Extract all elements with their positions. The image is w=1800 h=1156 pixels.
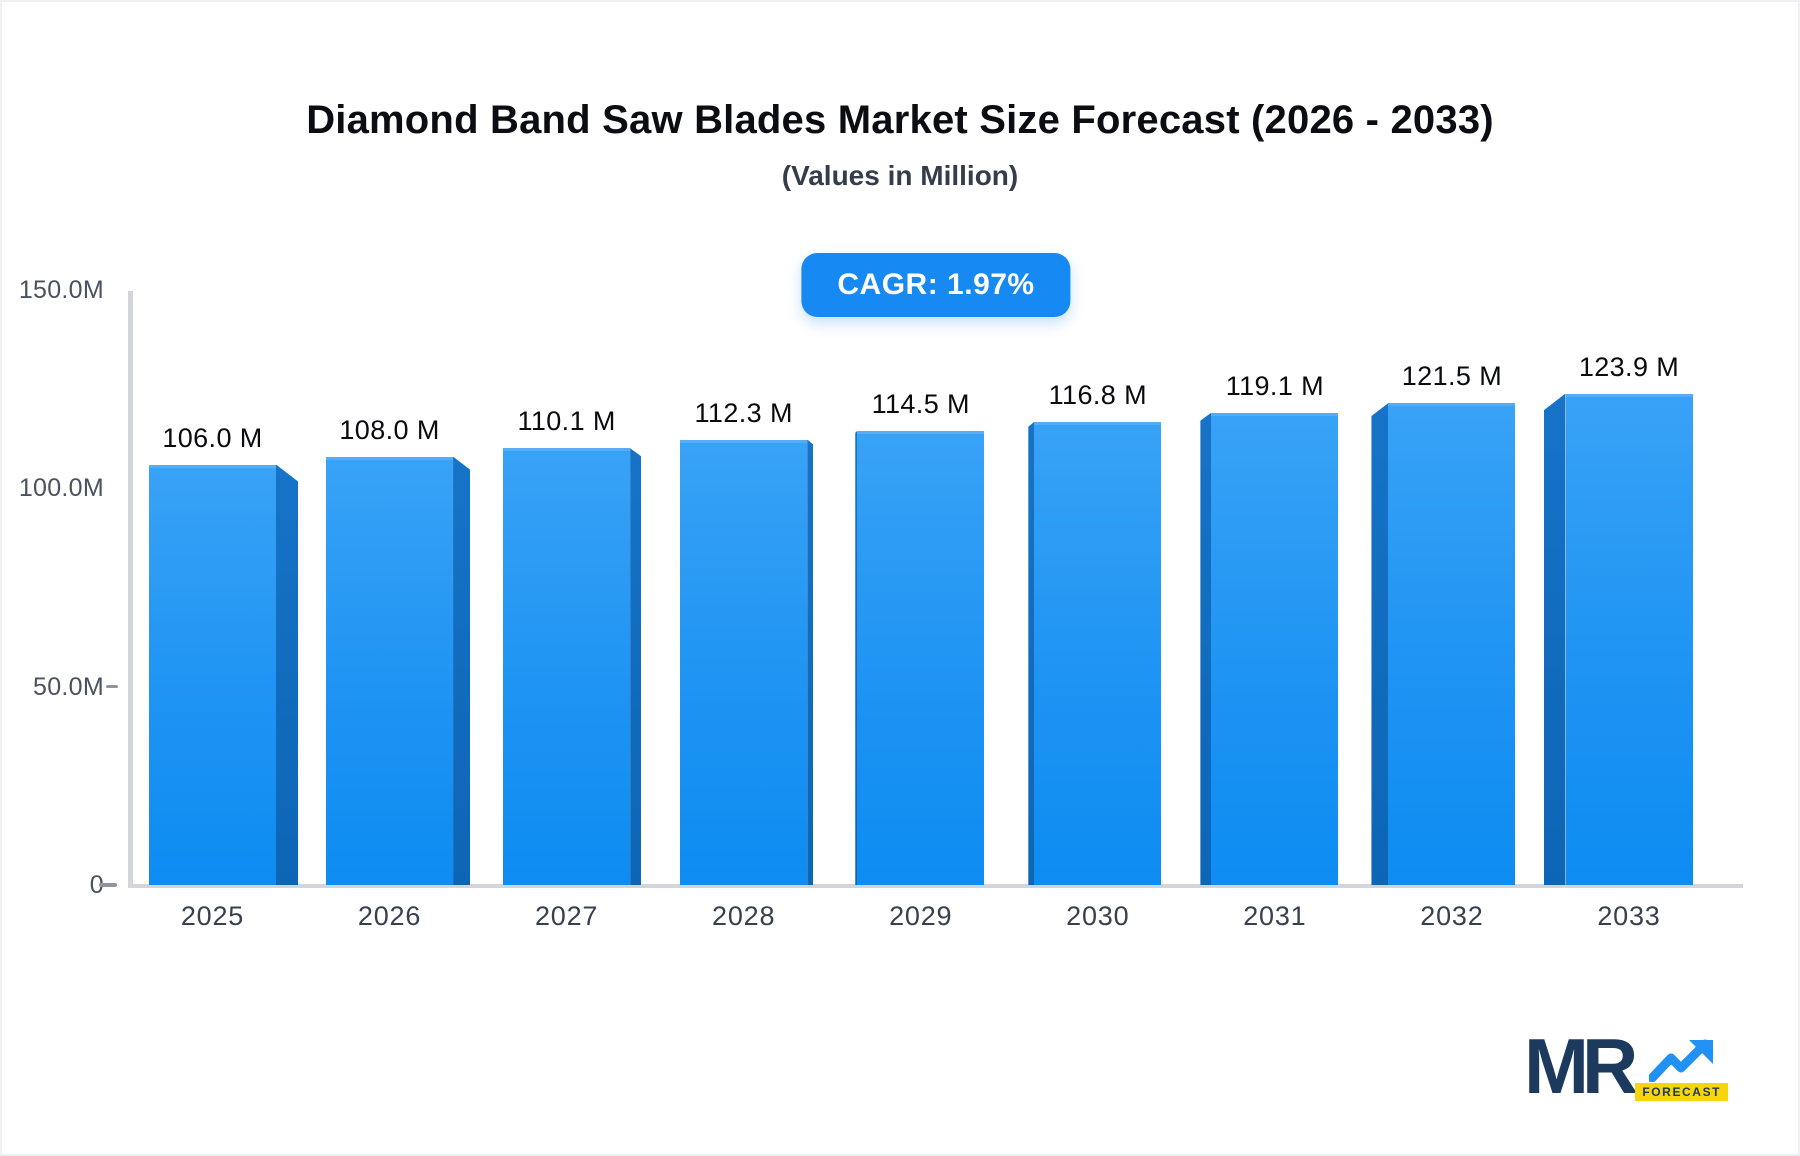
x-axis-label: 2030 <box>1066 901 1130 931</box>
bar-value-label: 116.8 M <box>1048 379 1147 410</box>
x-axis-label: 2025 <box>180 901 245 931</box>
y-axis-tick <box>99 883 117 887</box>
logo-mr-text: MR <box>1524 1022 1638 1110</box>
brand-logo: MR FORECAST <box>1524 1022 1729 1110</box>
y-axis-label: 100.0M <box>18 474 104 503</box>
bar-value-label: 123.9 M <box>1578 351 1680 382</box>
bar-side-3d <box>630 448 642 885</box>
bar-value-label: 114.5 M <box>871 388 970 419</box>
x-axis-label: 2029 <box>889 901 953 931</box>
chart-title: Diamond Band Saw Blades Market Size Fore… <box>306 98 1494 142</box>
bar-side-3d <box>855 430 858 885</box>
y-axis-label: 150.0M <box>18 276 104 304</box>
bar-side-3d <box>807 439 814 885</box>
y-axis-tick <box>106 684 118 688</box>
bar-2028 <box>680 439 808 885</box>
x-axis-label: 2027 <box>534 901 599 931</box>
y-axis-label: 50.0M <box>33 672 104 701</box>
bar-value-label: 121.5 M <box>1401 361 1503 392</box>
bar-2025 <box>149 464 276 885</box>
bar-value-label: 108.0 M <box>339 414 440 445</box>
bar-side-3d <box>1543 393 1566 885</box>
bar-side-3d <box>453 456 471 885</box>
chart-subtitle: (Values in Million) <box>781 160 1019 191</box>
x-axis-label: 2033 <box>1597 901 1661 931</box>
bar-side-3d <box>1200 412 1212 885</box>
bar-2032 <box>1388 403 1516 885</box>
bar-2033 <box>1565 393 1693 885</box>
bar-side-3d <box>1028 421 1035 885</box>
bar-side-3d <box>276 464 298 885</box>
bar-2029 <box>857 430 985 885</box>
bar-2031 <box>1211 412 1339 885</box>
cagr-badge: CAGR: 1.97% <box>801 253 1071 317</box>
bar-value-label: 119.1 M <box>1225 370 1325 401</box>
bar-side-3d <box>1371 403 1389 885</box>
x-axis-line <box>128 884 1743 888</box>
y-axis-label: 0 <box>89 871 104 899</box>
bar-2030 <box>1034 421 1162 885</box>
bar-2027 <box>503 448 631 885</box>
bar-value-label: 106.0 M <box>162 422 263 453</box>
x-axis-label: 2032 <box>1420 901 1484 931</box>
x-axis-label: 2028 <box>712 901 776 931</box>
bar-value-label: 112.3 M <box>694 397 793 428</box>
x-axis-label: 2031 <box>1243 901 1307 931</box>
bar-value-label: 110.1 M <box>517 406 616 437</box>
bar-2026 <box>326 456 454 885</box>
x-axis-label: 2026 <box>357 901 422 931</box>
y-axis-line <box>128 291 133 886</box>
trend-arrow-icon <box>1648 1039 1713 1082</box>
logo-forecast-text: FORECAST <box>1635 1083 1729 1101</box>
